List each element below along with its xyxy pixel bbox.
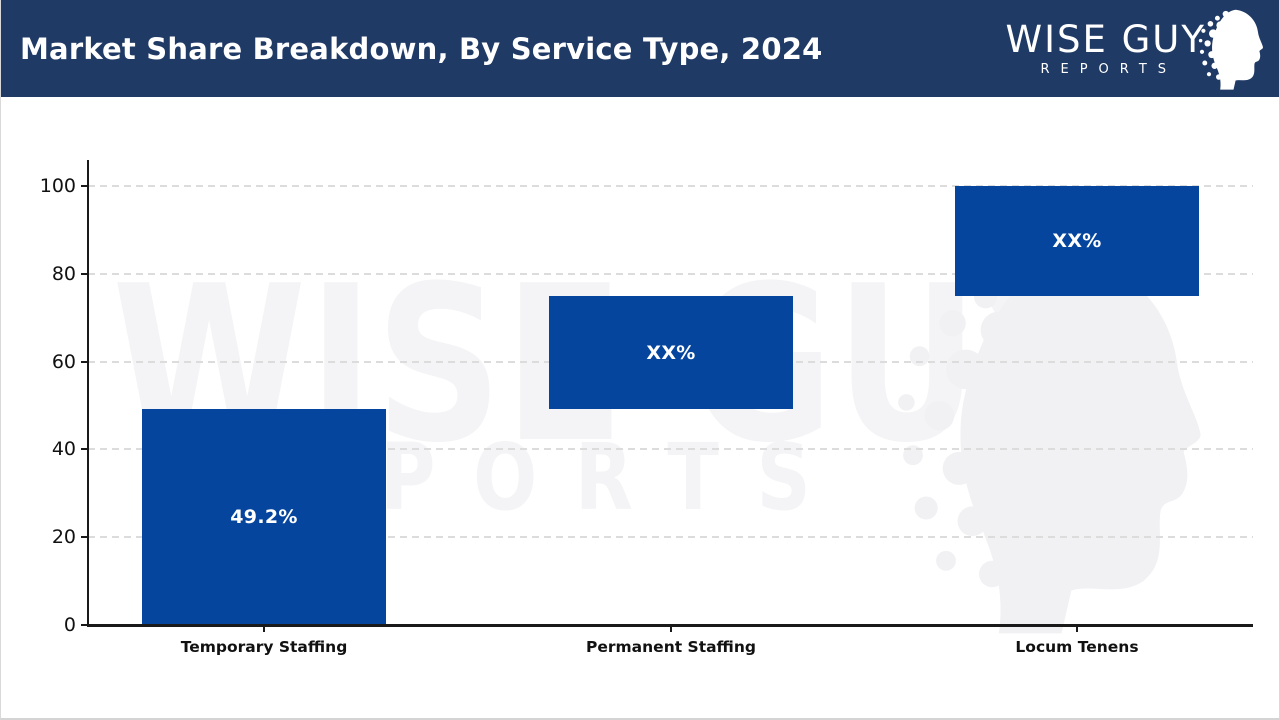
logo-brand-subtitle: REPORTS xyxy=(1040,62,1178,77)
y-gridline xyxy=(88,448,1253,451)
y-axis-tick xyxy=(81,624,88,626)
page-title: Market Share Breakdown, By Service Type,… xyxy=(20,31,823,66)
header-bar: Market Share Breakdown, By Service Type,… xyxy=(0,0,1280,97)
y-axis-tick xyxy=(81,185,88,187)
logo-wordmark: WISE GUY REPORTS xyxy=(1006,21,1206,76)
y-axis-tick-label: 0 xyxy=(63,614,76,636)
category-label: Temporary Staffing xyxy=(180,638,348,656)
bar-value-label: 49.2% xyxy=(230,505,298,528)
bar-value-label: XX% xyxy=(1052,230,1102,253)
y-gridline xyxy=(88,272,1253,275)
y-axis-tick-label: 40 xyxy=(51,438,76,461)
x-axis-tick xyxy=(670,625,672,632)
x-axis-tick xyxy=(1076,625,1078,632)
y-axis-tick-label: 100 xyxy=(39,175,76,197)
bar-segment: XX% xyxy=(955,186,1199,297)
category-label: Locum Tenens xyxy=(1015,638,1139,656)
bar-segment: XX% xyxy=(549,296,793,409)
y-axis-tick xyxy=(81,536,88,539)
y-axis-tick-label: 20 xyxy=(51,526,76,549)
x-axis-tick xyxy=(263,625,265,632)
dotted-face-profile-icon xyxy=(1198,9,1263,90)
wise-guy-reports-logo: WISE GUY REPORTS xyxy=(1006,7,1280,91)
y-axis-tick xyxy=(81,272,88,275)
bar-value-label: XX% xyxy=(646,341,696,364)
logo-brand-name: WISE GUY xyxy=(1005,18,1206,61)
bar-segment: 49.2% xyxy=(142,409,386,625)
y-axis-tick-label: 60 xyxy=(51,350,76,373)
y-axis-tick xyxy=(81,360,88,363)
y-gridline xyxy=(88,185,1253,187)
y-axis-tick-label: 80 xyxy=(51,262,76,285)
y-gridline xyxy=(88,536,1253,539)
y-axis-line xyxy=(87,160,89,626)
category-label: Permanent Staffing xyxy=(586,638,756,656)
y-axis-tick xyxy=(81,448,88,451)
